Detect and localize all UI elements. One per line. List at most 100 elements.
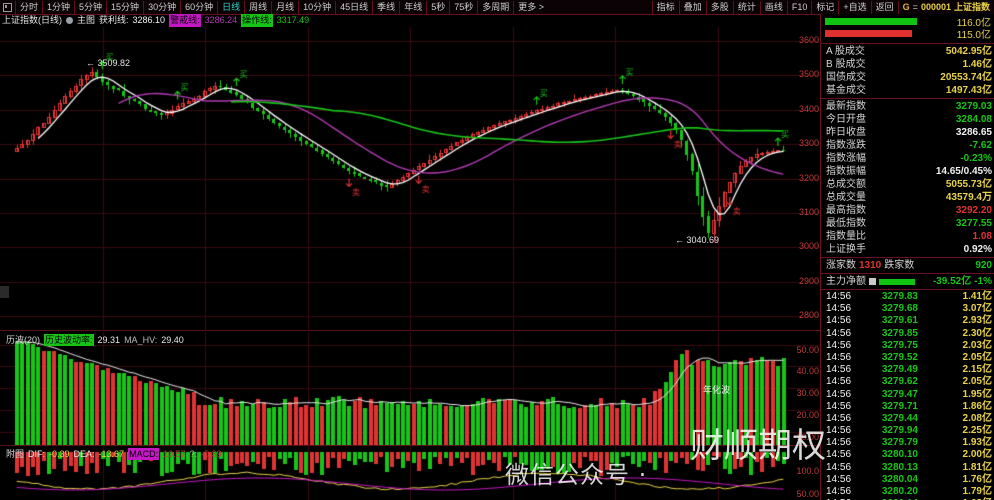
tick-time: 14:56 (826, 339, 852, 351)
tick-volume: 1.79亿 (962, 486, 992, 497)
tick-price: 3279.47 (881, 388, 918, 400)
tick-row[interactable]: 14:56 3280.10 2.00亿 (821, 449, 994, 461)
tick-row[interactable]: 14:56 3280.04 1.76亿 (821, 474, 994, 486)
tick-row[interactable]: 14:56 3279.52 2.05亿 (821, 352, 994, 364)
menu-item-monthly[interactable]: 月线 (272, 0, 300, 14)
row-high: 最高指数 3292.20 (821, 204, 994, 217)
tick-time: 14:56 (826, 388, 852, 400)
menu-item-drawline[interactable]: 画线 (761, 0, 788, 14)
decliners-value: 920 (975, 260, 992, 271)
menu-item-60min[interactable]: 60分钟 (181, 0, 219, 14)
menu-item-10min[interactable]: 10分钟 (299, 0, 337, 14)
menu-item-back[interactable]: 返回 (872, 0, 899, 14)
vol-panel-header: 历波(20) 历史波动率: 29.31 MA_HV: 29.40 (2, 334, 184, 346)
menu-item-statistics[interactable]: 统计 (734, 0, 761, 14)
menu-item-more[interactable]: 更多 > (518, 1, 545, 12)
change-value: -7.62 (969, 140, 992, 151)
decliners-label: 跌家数 (884, 260, 915, 271)
ma-hv-value: 29.40 (161, 335, 184, 345)
chart-header: 上证指数(日线) 主图 获利线: 3286.10 警戒线: 3286.24 操作… (2, 14, 309, 27)
b-share-turnover-label: B 股成交 (826, 59, 866, 70)
menu-item-45day[interactable]: 45日线 (336, 0, 374, 14)
warn-line-label: 警戒线: (169, 14, 201, 27)
op-line-label: 操作线: (241, 14, 273, 27)
quote-group: 最新指数 3279.03 今日开盘 3284.08 昨日收盘 3286.65 指… (821, 100, 994, 256)
turnover-rate-label: 上证换手 (826, 244, 866, 255)
tick-row[interactable]: 14:56 3279.79 1.93亿 (821, 437, 994, 449)
macd-axis-tick: 100.0 (796, 466, 819, 476)
menu-item-mark[interactable]: 标记 (812, 0, 840, 14)
menu-item-indicator[interactable]: 指标 (651, 0, 680, 14)
row-bond-turnover: 国债成交 20553.74亿 (821, 71, 994, 84)
tick-time: 14:56 (826, 437, 852, 449)
tick-time: 14:56 (826, 303, 852, 315)
macd-axis-tick: 50.00 (796, 489, 819, 499)
tick-price: 3279.85 (881, 327, 918, 339)
change-pct-label: 指数涨幅 (826, 153, 866, 164)
main-chart-toggle-icon[interactable] (66, 17, 73, 24)
menu-item-1min[interactable]: 1分钟 (43, 0, 76, 14)
pane-divider-1 (0, 330, 820, 331)
price-candlestick-canvas[interactable] (0, 27, 820, 330)
price-axis-tick: 3400 (798, 103, 819, 114)
tools-menu-group: 指标 叠加 多股 统计 画线 F10 标记 +自选 返回 G = 000001 … (651, 0, 994, 14)
bond-turnover-label: 国债成交 (826, 72, 866, 83)
menu-item-quarterly[interactable]: 季线 (373, 0, 401, 14)
tick-time: 14:56 (826, 400, 852, 412)
menu-item-overlay[interactable]: 叠加 (680, 0, 707, 14)
menu-item-weekly[interactable]: 周线 (245, 0, 273, 14)
tick-row[interactable]: 14:56 3279.47 1.95亿 (821, 389, 994, 401)
tick-row[interactable]: 14:56 3279.44 2.08亿 (821, 413, 994, 425)
row-b-share-turnover: B 股成交 1.46亿 (821, 58, 994, 71)
latest-index-label: 最新指数 (826, 101, 866, 112)
macd-pane[interactable] (0, 446, 820, 500)
tick-volume: 2.15亿 (962, 364, 992, 376)
tick-price: 3279.75 (881, 339, 918, 351)
left-scroll-nub[interactable] (0, 286, 9, 298)
menu-item-15min[interactable]: 15分钟 (107, 0, 145, 14)
a-share-turnover-value: 5042.95亿 (945, 46, 992, 57)
macd-panel-title: 附图 (6, 449, 25, 459)
tick-list[interactable]: 14:56 3279.83 1.41亿 14:56 3279.68 3.07亿 14:56 3… (821, 291, 994, 500)
tick-row[interactable]: 14:56 3280.20 1.79亿 (821, 486, 994, 498)
tick-row[interactable]: 14:56 3279.68 3.07亿 (821, 303, 994, 315)
price-chart-pane[interactable] (0, 27, 820, 330)
tick-price: 3279.79 (881, 437, 918, 449)
volatility-histogram-canvas[interactable] (0, 332, 820, 445)
tick-row[interactable]: 14:56 3279.49 2.15亿 (821, 364, 994, 376)
tick-row[interactable]: 14:56 3280.13 1.81亿 (821, 462, 994, 474)
menu-item-75sec[interactable]: 75秒 (450, 0, 479, 14)
main-net-chip-icon (869, 278, 876, 285)
tick-row[interactable]: 14:56 3279.94 2.25亿 (821, 425, 994, 437)
tick-row[interactable]: 14:56 3279.62 2.05亿 (821, 376, 994, 388)
tick-time: 14:56 (826, 425, 852, 437)
menu-item-5min[interactable]: 5分钟 (75, 0, 108, 14)
tick-row[interactable]: 14:56 3279.85 2.30亿 (821, 328, 994, 340)
tick-row[interactable]: 14:56 3279.83 1.41亿 (821, 291, 994, 303)
menu-item-30min[interactable]: 30分钟 (144, 0, 182, 14)
menu-item-multistock[interactable]: 多股 (707, 0, 734, 14)
amplitude-label: 指数振幅 (826, 166, 866, 177)
tick-time: 14:56 (826, 412, 852, 424)
menu-item-yearly[interactable]: 年线 (400, 0, 428, 14)
menu-item-f10[interactable]: F10 (788, 0, 813, 14)
tick-row[interactable]: 14:56 3279.71 1.86亿 (821, 401, 994, 413)
tick-volume: 2.93亿 (962, 315, 992, 327)
window-icon[interactable] (3, 2, 12, 12)
menu-item-fenshi[interactable]: 分时 (15, 0, 44, 14)
change-label: 指数涨跌 (826, 140, 866, 151)
volatility-pane[interactable] (0, 332, 820, 445)
tick-volume: 2.03亿 (962, 339, 992, 351)
volatility-axis-tick: 30.00 (796, 388, 819, 398)
tick-row[interactable]: 14:56 3279.75 2.03亿 (821, 340, 994, 352)
menu-item-multi-period[interactable]: 多周期 (478, 0, 515, 14)
menu-item-add-watchlist[interactable]: +自选 (839, 0, 872, 14)
menu-item-5sec[interactable]: 5秒 (427, 0, 451, 14)
symbol-display[interactable]: G = 000001 上证指数 (899, 1, 994, 14)
total-turnover-label: 总成交额 (826, 179, 866, 190)
bond-turnover-value: 20553.74亿 (940, 72, 992, 83)
tick-row[interactable]: 14:56 3279.61 2.93亿 (821, 315, 994, 327)
menu-item-daily[interactable]: 日线 (218, 0, 246, 14)
advancers-value: 1310 (859, 260, 882, 271)
